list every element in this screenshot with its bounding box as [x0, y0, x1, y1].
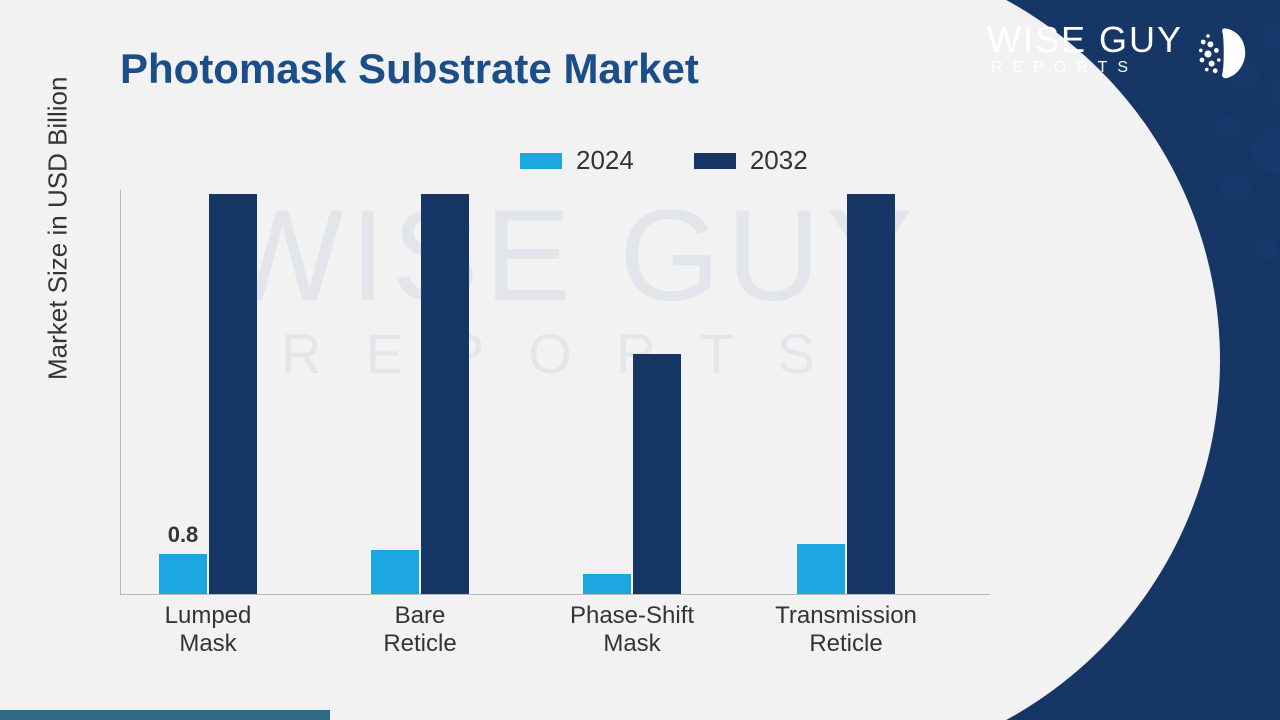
- legend-label-2032: 2032: [750, 145, 808, 176]
- bar-2024: [371, 550, 419, 594]
- legend-item-2032: 2032: [694, 145, 808, 176]
- x-axis-category-label: Phase-Shift Mask: [570, 602, 694, 657]
- legend-swatch-2024: [520, 153, 562, 169]
- figure-stage: WISE GUY REPORTS Photomask Substrate Mar…: [0, 0, 1280, 720]
- legend-label-2024: 2024: [576, 145, 634, 176]
- brand-logo: WISE GUY REPORTS: [987, 22, 1252, 92]
- bar-2032: [421, 194, 469, 594]
- x-axis-category-label: Lumped Mask: [165, 602, 252, 657]
- bar-value-label: 0.8: [168, 522, 199, 548]
- bar-2032: [633, 354, 681, 594]
- bar-2032: [209, 194, 257, 594]
- y-axis-label: Market Size in USD Billion: [43, 77, 74, 380]
- x-axis-category-label: Transmission Reticle: [775, 602, 917, 657]
- bar-2024: [583, 574, 631, 594]
- brand-head-icon: [1190, 24, 1250, 84]
- chart-plot-area: 0.8Lumped MaskBare ReticlePhase-Shift Ma…: [120, 190, 990, 595]
- chart-title: Photomask Substrate Market: [120, 45, 699, 93]
- bar-2032: [847, 194, 895, 594]
- legend-swatch-2032: [694, 153, 736, 169]
- bottom-accent-bar: [0, 710, 330, 720]
- legend-item-2024: 2024: [520, 145, 634, 176]
- legend: 2024 2032: [520, 145, 808, 176]
- x-axis-category-label: Bare Reticle: [383, 602, 456, 657]
- bar-2024: 0.8: [159, 554, 207, 594]
- bar-2024: [797, 544, 845, 594]
- brand-line1: WISE GUY: [987, 22, 1183, 58]
